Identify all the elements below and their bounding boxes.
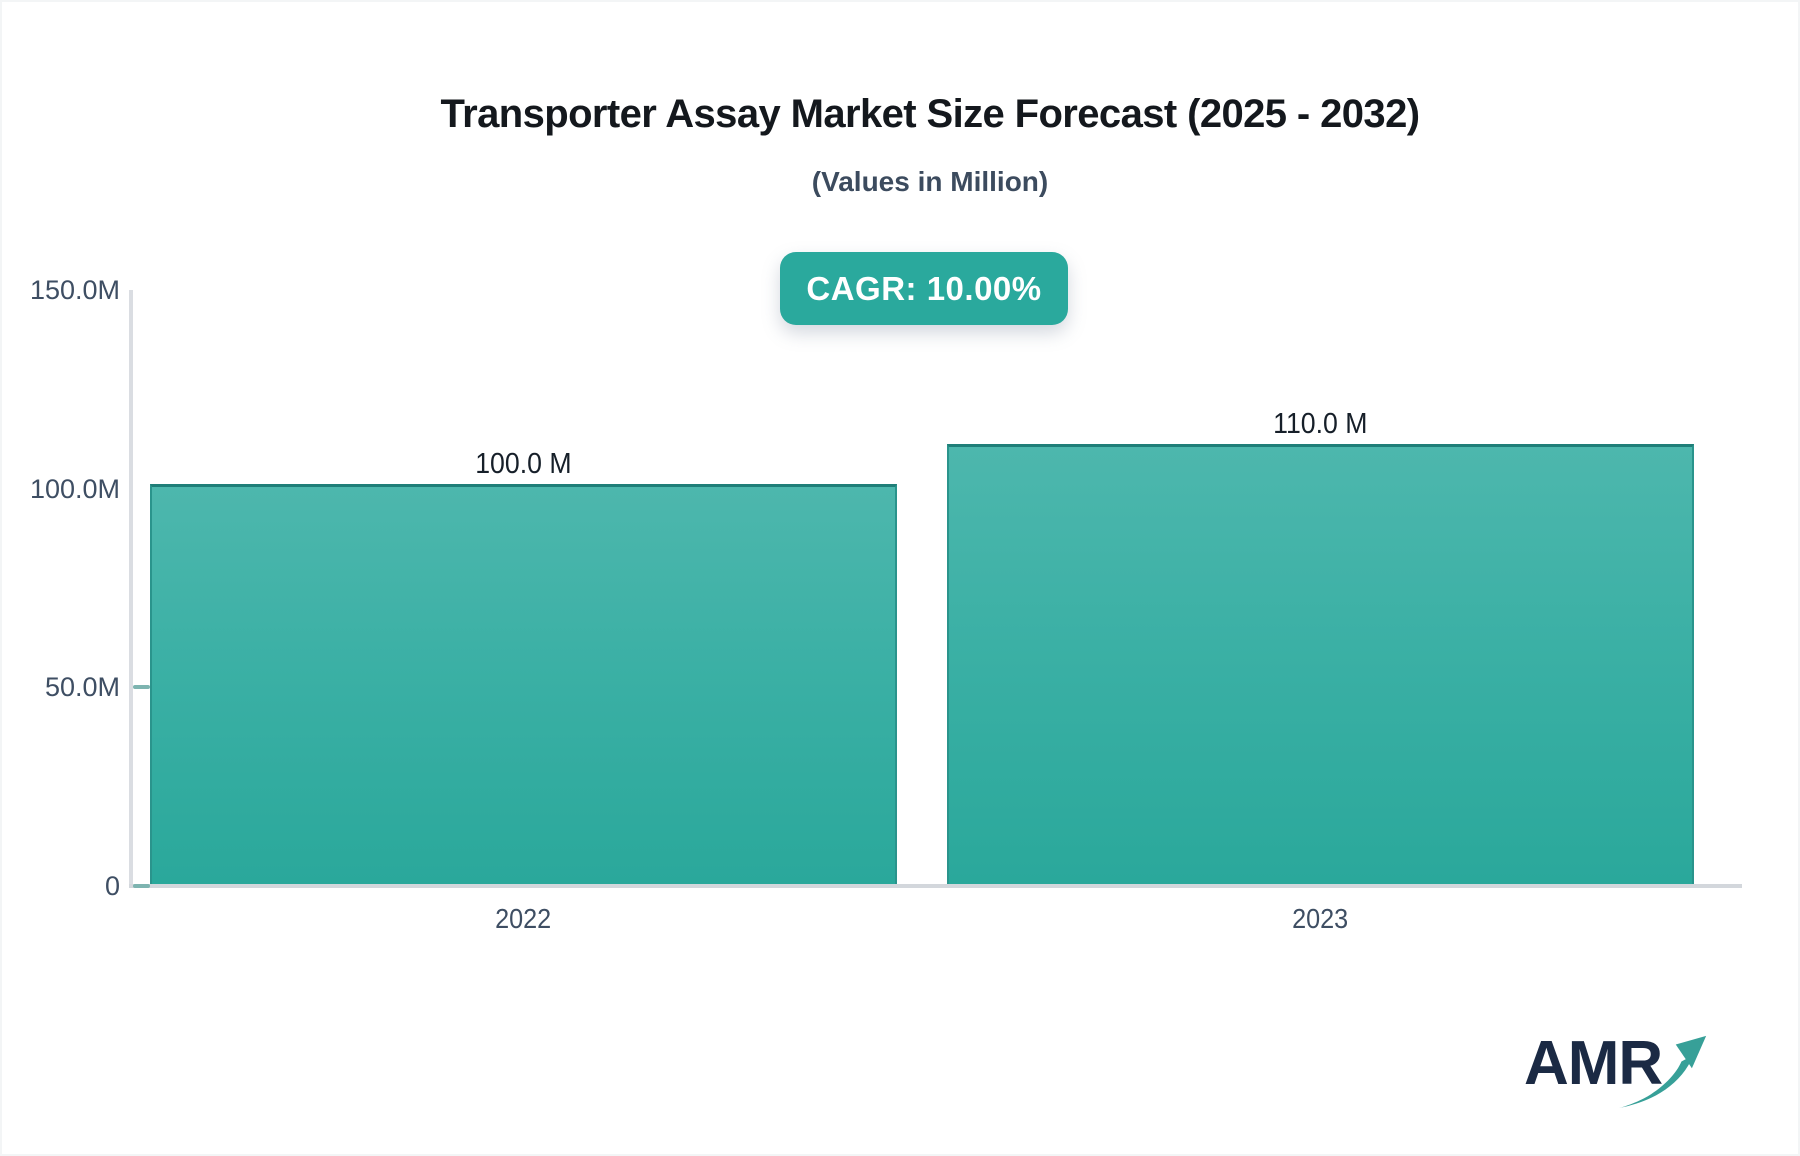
- y-tick-label: 150.0M: [29, 275, 120, 305]
- tick-dash: [133, 884, 150, 888]
- plot-area: 150.0M 100.0M 50.0M 0 100.0 M 2022 110.0…: [0, 275, 1800, 934]
- bar-2023: [947, 444, 1694, 884]
- y-tick-150m: 150.0M: [0, 275, 120, 305]
- bar-value-label: 100.0 M: [475, 448, 572, 480]
- amr-logo-text: AMR: [1524, 1029, 1663, 1098]
- growth-arrow-icon: [1618, 1035, 1707, 1109]
- y-tick-label: 100.0M: [29, 474, 120, 504]
- bar-value-label: 110.0 M: [1273, 408, 1368, 440]
- bar-group-2022: 100.0 M 2022: [150, 290, 897, 934]
- bar-2022: [150, 484, 897, 884]
- amr-logo: AMR: [1524, 1028, 1734, 1118]
- y-axis-line: [129, 290, 133, 888]
- bar-group-2023: 110.0 M 2023: [947, 290, 1694, 934]
- chart-subtitle: (Values in Million): [811, 166, 1049, 197]
- cagr-badge: CAGR: 10.00%: [780, 252, 1068, 325]
- x-axis-baseline: [129, 884, 1742, 888]
- y-tick-0: 0: [0, 871, 150, 901]
- x-axis-label-2023: 2023: [1292, 903, 1349, 934]
- x-axis-label-2022: 2022: [495, 903, 552, 934]
- tick-dash: [133, 685, 150, 689]
- chart-title: Transporter Assay Market Size Forecast (…: [440, 92, 1421, 136]
- y-tick-100m: 100.0M: [0, 474, 120, 504]
- y-tick-label: 50.0M: [44, 672, 120, 702]
- y-tick-50m: 50.0M: [0, 672, 150, 702]
- y-tick-label: 0: [104, 871, 120, 901]
